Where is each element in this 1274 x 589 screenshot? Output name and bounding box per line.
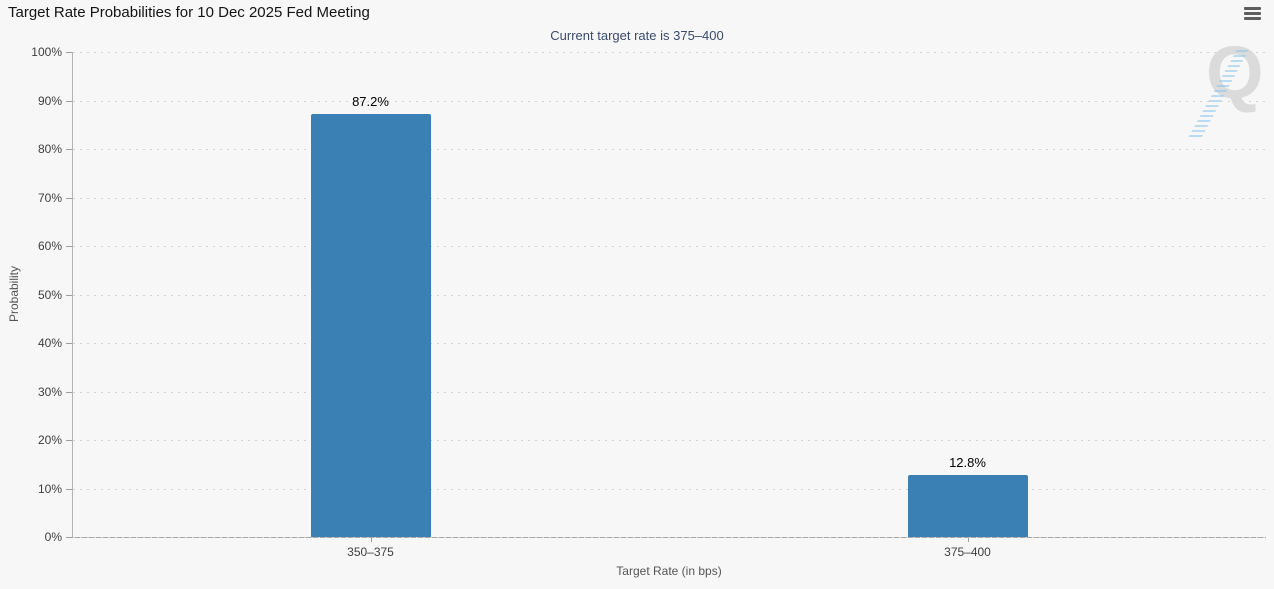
gridline	[73, 197, 1267, 199]
y-tick-mark	[66, 440, 72, 441]
bar-value-label: 12.8%	[949, 454, 986, 470]
hamburger-bar	[1244, 12, 1261, 15]
x-category-label: 375–400	[944, 545, 991, 559]
y-tick-label: 50%	[37, 287, 62, 302]
gridline	[73, 100, 1267, 102]
y-tick-mark	[66, 149, 72, 150]
y-tick-label: 100%	[31, 45, 62, 59]
y-tick-mark	[66, 488, 72, 490]
x-tick-mark	[370, 538, 372, 542]
plot-area: Probability Target Rate (in bps) 0% 10% 20…	[7, 45, 1267, 578]
gridline	[73, 149, 1267, 150]
y-tick-label: 60%	[37, 239, 62, 253]
gridline	[73, 52, 1267, 53]
gridline	[73, 343, 1267, 344]
y-tick-mark	[66, 100, 72, 102]
probability-bar[interactable]	[310, 114, 431, 537]
hamburger-bar	[1244, 17, 1261, 20]
hamburger-menu-icon[interactable]	[1244, 7, 1261, 20]
probability-bar[interactable]	[907, 474, 1028, 537]
bar-value-label: 87.2%	[352, 94, 389, 110]
gridline	[73, 488, 1267, 490]
y-tick-label: 0%	[44, 530, 62, 544]
y-tick-mark	[66, 391, 72, 393]
y-tick-mark	[66, 294, 72, 296]
x-category-label: 350–375	[347, 545, 394, 559]
y-axis-line	[72, 52, 73, 538]
hamburger-bar	[1244, 7, 1261, 10]
y-tick-mark	[66, 197, 72, 199]
gridline	[73, 246, 1267, 247]
gridline	[73, 440, 1267, 441]
y-tick-label: 80%	[37, 142, 62, 156]
gridline	[73, 391, 1267, 393]
y-tick-label: 30%	[37, 384, 62, 399]
y-tick-mark	[66, 343, 72, 344]
y-tick-label: 90%	[37, 93, 62, 108]
x-tick-mark	[967, 538, 969, 542]
y-tick-mark	[66, 52, 72, 53]
chart-title: Target Rate Probabilities for 10 Dec 202…	[8, 4, 370, 21]
y-tick-label: 10%	[37, 481, 62, 496]
y-tick-mark	[66, 246, 72, 247]
y-tick-label: 70%	[37, 190, 62, 205]
gridline	[73, 294, 1267, 296]
y-tick-label: 20%	[37, 433, 62, 447]
chart-subtitle: Current target rate is 375–400	[550, 28, 724, 43]
y-tick-mark	[66, 537, 72, 538]
x-axis-title: Target Rate (in bps)	[616, 564, 722, 578]
gridline	[73, 537, 1267, 538]
y-tick-label: 40%	[37, 336, 62, 350]
